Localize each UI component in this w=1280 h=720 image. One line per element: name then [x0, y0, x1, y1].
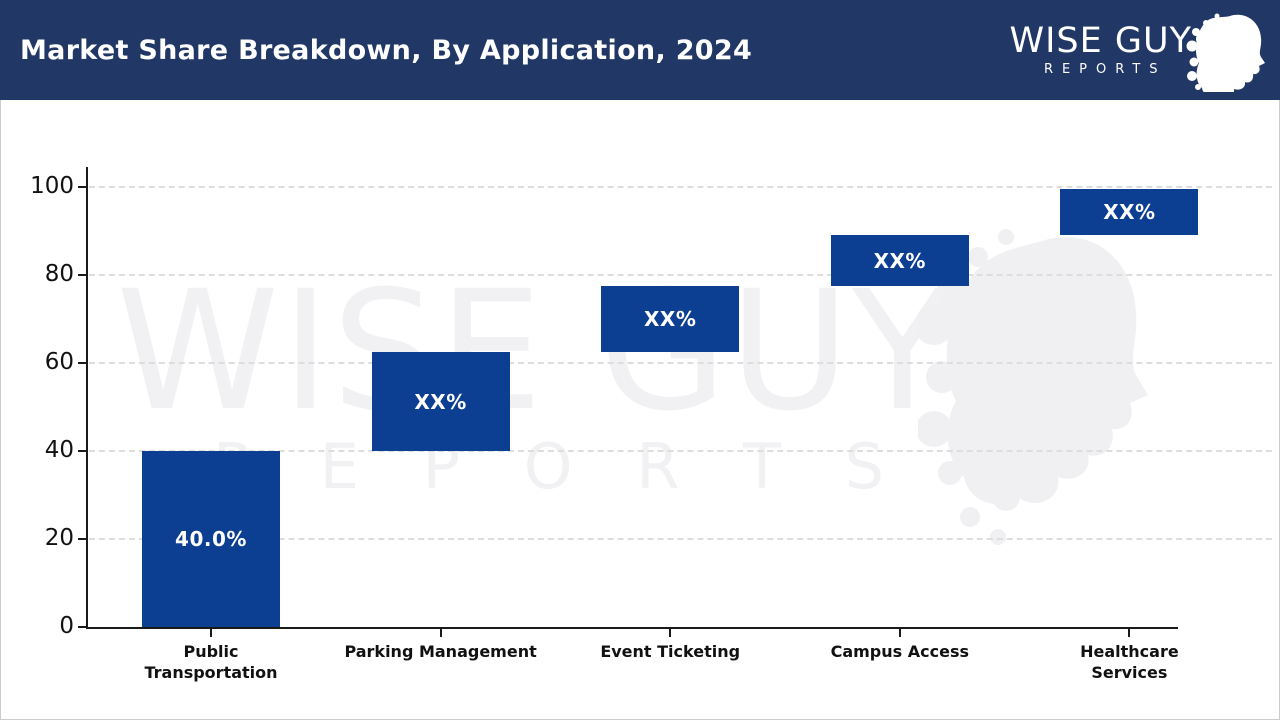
x-axis-label-healthcare-services: Healthcare Services: [1080, 642, 1179, 683]
header-band: Market Share Breakdown, By Application, …: [0, 0, 1280, 100]
y-tick-mark: [78, 362, 86, 364]
gridline-y20: [89, 538, 1272, 540]
logo-text: WISE GUY REPORTS: [1009, 21, 1192, 77]
bar-event-ticketing: XX%: [601, 286, 740, 352]
bar-value-label-healthcare-services: XX%: [1103, 200, 1156, 225]
x-axis-label-public-transportation: Public Transportation: [144, 642, 278, 683]
y-tick-label: 60: [44, 349, 74, 375]
logo-reports-label: REPORTS: [1043, 62, 1167, 77]
y-tick-mark: [78, 274, 86, 276]
wise-guy-reports-logo: WISE GUY REPORTS: [1009, 8, 1280, 92]
x-tick-mark: [1128, 629, 1131, 637]
bar-parking-management: XX%: [371, 352, 510, 451]
y-tick-mark: [78, 626, 86, 628]
y-tick-label: 80: [44, 261, 74, 287]
gridline-y80: [89, 274, 1272, 276]
gridline-y40: [89, 450, 1272, 452]
x-tick-mark: [898, 629, 901, 637]
bar-value-label-event-ticketing: XX%: [643, 307, 697, 331]
bar-public-transportation: 40.0%: [142, 451, 280, 627]
x-axis-label-parking-management: Parking Management: [344, 642, 537, 661]
x-tick-mark: [669, 629, 672, 637]
chart-title: Market Share Breakdown, By Application, …: [20, 34, 753, 66]
y-tick-mark: [78, 186, 86, 188]
y-tick-mark: [78, 450, 86, 452]
logo-wiseguy-label: WISE GUY: [1009, 21, 1192, 61]
x-tick-mark: [210, 629, 212, 637]
gridline-y60: [89, 362, 1272, 364]
y-tick-label: 0: [59, 613, 74, 639]
bar-value-label-parking-management: XX%: [414, 389, 467, 414]
x-tick-mark: [439, 629, 442, 637]
y-tick-label: 40: [44, 437, 74, 463]
y-tick-mark: [78, 538, 86, 540]
x-axis-label-event-ticketing: Event Ticketing: [600, 642, 741, 661]
gridline-y100: [89, 186, 1272, 188]
x-axis-label-campus-access: Campus Access: [830, 642, 969, 661]
bar-campus-access: XX%: [830, 235, 969, 286]
bar-value-label-campus-access: XX%: [873, 248, 926, 273]
bar-value-label-public-transportation: 40.0%: [175, 527, 247, 551]
logo-head-icon: [1186, 13, 1265, 92]
y-tick-label: 20: [44, 525, 74, 551]
y-axis-line: [86, 167, 88, 629]
x-axis-line: [86, 627, 1178, 629]
bar-healthcare-services: XX%: [1060, 189, 1199, 236]
y-tick-label: 100: [30, 173, 74, 199]
